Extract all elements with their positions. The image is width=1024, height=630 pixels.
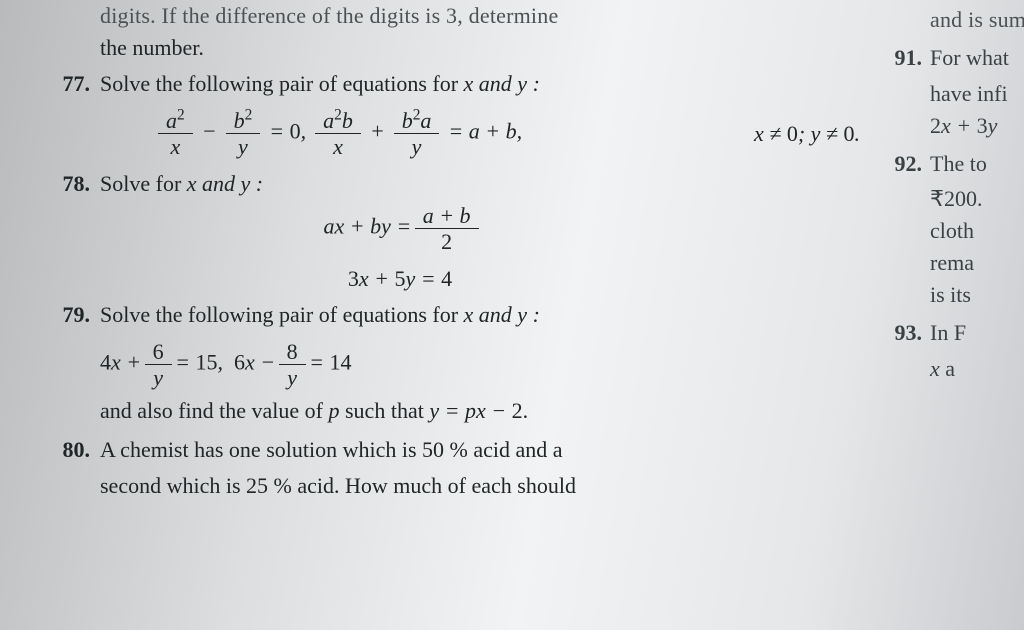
q80-number: 80. xyxy=(30,434,100,466)
q77-text-a: Solve the following pair of equations fo… xyxy=(100,71,464,96)
q77-eq-lhs: a2x − b2y = 0, a2bx + b2ay = a + b, xyxy=(160,109,522,158)
q80-line1-c: acid and a xyxy=(468,437,563,462)
q78-number: 78. xyxy=(30,168,100,200)
textbook-page: digits. If the difference of the digits … xyxy=(0,0,1024,630)
q79-tail-b: such that xyxy=(340,398,430,423)
q92-line3: cloth xyxy=(872,215,1024,247)
q79-tail: and also find the value of p such that y… xyxy=(30,395,900,427)
q92-amount-val: 200. xyxy=(944,186,983,211)
q78-text: Solve for x and y : xyxy=(100,168,900,200)
q80: 80. A chemist has one solution which is … xyxy=(30,434,900,466)
q77-text: Solve the following pair of equations fo… xyxy=(100,68,900,100)
q80-line1-a: A chemist has one solution which is xyxy=(100,437,422,462)
q79-tail-p: p xyxy=(329,398,340,423)
q78-eq2: 3x + 5y = 4 xyxy=(348,263,452,295)
q77-equation: a2x − b2y = 0, a2bx + b2ay = a + b, x ≠ … xyxy=(30,104,900,164)
q91-line2: have infi xyxy=(872,78,1024,110)
q92: 92. The to xyxy=(872,148,1024,180)
q91-line1: For what xyxy=(930,42,1024,74)
q93-line2: x a xyxy=(872,353,1024,385)
q79: 79. Solve the following pair of equation… xyxy=(30,299,900,331)
right-cutoff-top: and is sum xyxy=(872,4,1024,36)
q80-line1: A chemist has one solution which is 50 %… xyxy=(100,434,900,466)
q92-amount: ₹200. xyxy=(872,183,1024,215)
q91-eq: 2x + 3y xyxy=(872,110,1024,142)
q79-text-a: Solve the following pair of equations fo… xyxy=(100,302,464,327)
q79-eq: 4x + 6y = 15, 6x − 8y = 14 xyxy=(100,340,351,389)
q79-tail-a: and also find the value of xyxy=(100,398,329,423)
q78-equations: ax + by = a + b2 3x + 5y = 4 xyxy=(30,204,900,295)
q80-line1-b: 50 % xyxy=(422,437,468,462)
q79-xy: x and y : xyxy=(464,302,540,327)
q80-line2: second which is 25 % acid. How much of e… xyxy=(30,470,900,502)
q77-number: 77. xyxy=(30,68,100,100)
q78-eq1: ax + by = a + b2 xyxy=(323,204,476,253)
q78-text-a: Solve for xyxy=(100,171,187,196)
q77-xy: x and y : xyxy=(464,71,540,96)
q93-line1: In F xyxy=(930,317,1024,349)
q76-cutoff-line1: digits. If the difference of the digits … xyxy=(30,0,900,32)
q78: 78. Solve for x and y : xyxy=(30,168,900,200)
q78-xy: x and y : xyxy=(187,171,263,196)
q92-line4: rema xyxy=(872,247,1024,279)
q77: 77. Solve the following pair of equation… xyxy=(30,68,900,100)
q79-tail-dot: . xyxy=(523,398,529,423)
q79-tail-eq: y = px − 2 xyxy=(429,398,522,423)
q79-number: 79. xyxy=(30,299,100,331)
q91: 91. For what xyxy=(872,42,1024,74)
q92-number: 92. xyxy=(872,148,930,180)
q76-cutoff-line2: the number. xyxy=(30,32,900,64)
q93-number: 93. xyxy=(872,317,930,349)
right-column: and is sum 91. For what have infi 2x + 3… xyxy=(872,0,1024,385)
left-column: digits. If the difference of the digits … xyxy=(0,0,900,502)
q92-line1: The to xyxy=(930,148,1024,180)
q93: 93. In F xyxy=(872,317,1024,349)
rupee-icon: ₹ xyxy=(930,186,944,211)
q92-line5: is its xyxy=(872,279,1024,311)
q79-equation: 4x + 6y = 15, 6x − 8y = 14 xyxy=(30,335,900,395)
q79-text: Solve the following pair of equations fo… xyxy=(100,299,900,331)
q91-number: 91. xyxy=(872,42,930,74)
